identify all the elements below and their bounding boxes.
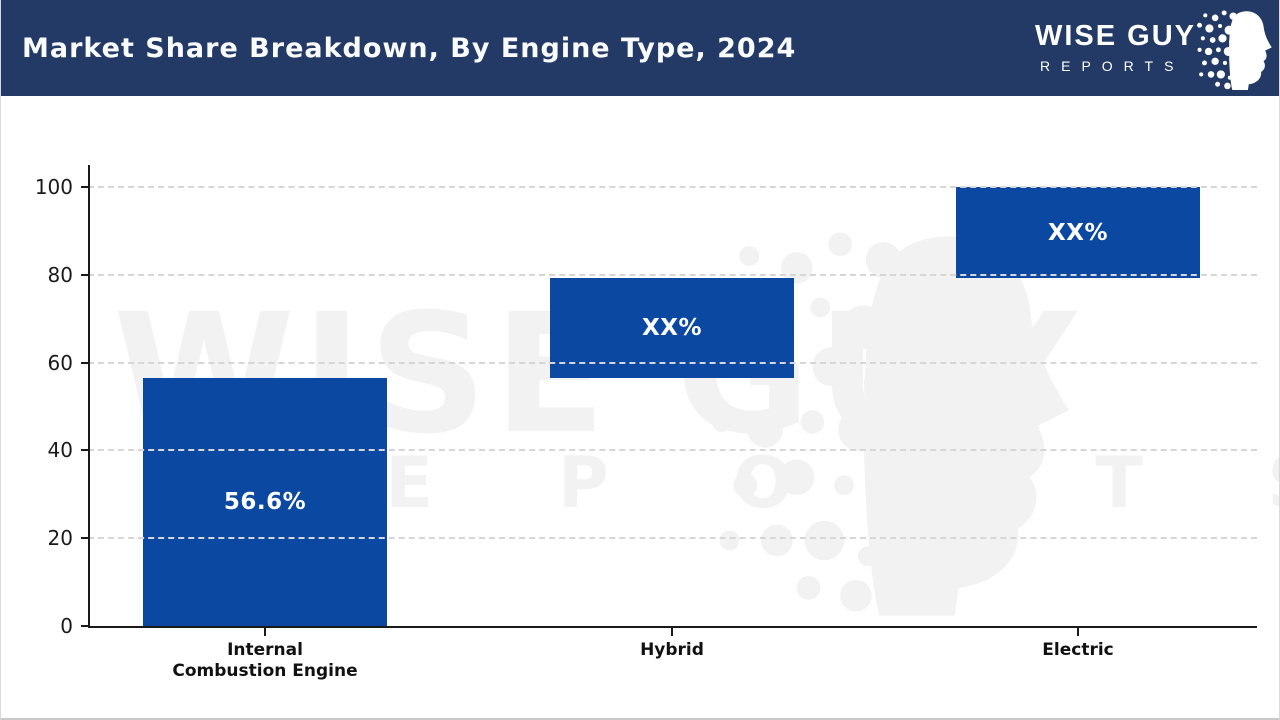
chart-title: Market Share Breakdown, By Engine Type, …	[22, 32, 797, 64]
y-tick-mark-0	[81, 625, 90, 627]
y-tick-label-0: 0	[60, 614, 73, 638]
x-tick-mark-internal-combustion-engine	[264, 627, 266, 636]
gridline-y-100	[88, 186, 1257, 188]
y-tick-mark-60	[81, 361, 90, 364]
y-tick-mark-80	[81, 273, 90, 276]
y-tick-label-20: 20	[47, 526, 73, 551]
bar-hybrid: XX%	[550, 278, 794, 378]
dotted-head-icon	[1197, 10, 1272, 91]
bar-value-label-internal-combustion-engine: 56.6%	[223, 488, 307, 515]
watermark-head-icon	[709, 232, 1070, 616]
y-tick-label-60: 60	[47, 350, 73, 375]
x-axis-label-hybrid: Hybrid	[640, 640, 704, 660]
x-axis-label-electric: Electric	[1042, 640, 1114, 660]
wise-guy-reports-logo: WISE GUY REPORTS	[1029, 2, 1277, 94]
x-axis-label-internal-combustion-engine: Internal Combustion Engine	[172, 640, 358, 681]
logo-reports-text: REPORTS	[1040, 58, 1185, 74]
bar-internal-combustion-engine: 56.6%	[143, 377, 387, 626]
x-tick-mark-hybrid	[671, 627, 673, 636]
y-tick-mark-100	[81, 186, 90, 188]
y-tick-mark-40	[81, 449, 90, 452]
bar-electric: XX%	[956, 187, 1200, 279]
y-tick-label-40: 40	[47, 438, 73, 463]
gridline-y-20	[88, 537, 1257, 540]
gridline-y-80	[88, 273, 1257, 276]
bar-value-label-electric: XX%	[1047, 219, 1108, 246]
bar-value-label-hybrid: XX%	[641, 314, 702, 341]
y-tick-label-80: 80	[47, 262, 73, 287]
y-tick-label-100: 100	[34, 175, 73, 199]
gridline-y-60	[88, 361, 1257, 364]
logo-wiseguy-text: WISE GUY	[1035, 20, 1197, 52]
x-tick-mark-electric	[1077, 627, 1079, 636]
y-axis-spine	[88, 165, 90, 628]
header-band: Market Share Breakdown, By Engine Type, …	[1, 0, 1279, 96]
gridline-y-40	[88, 449, 1257, 452]
y-tick-mark-20	[81, 537, 90, 540]
